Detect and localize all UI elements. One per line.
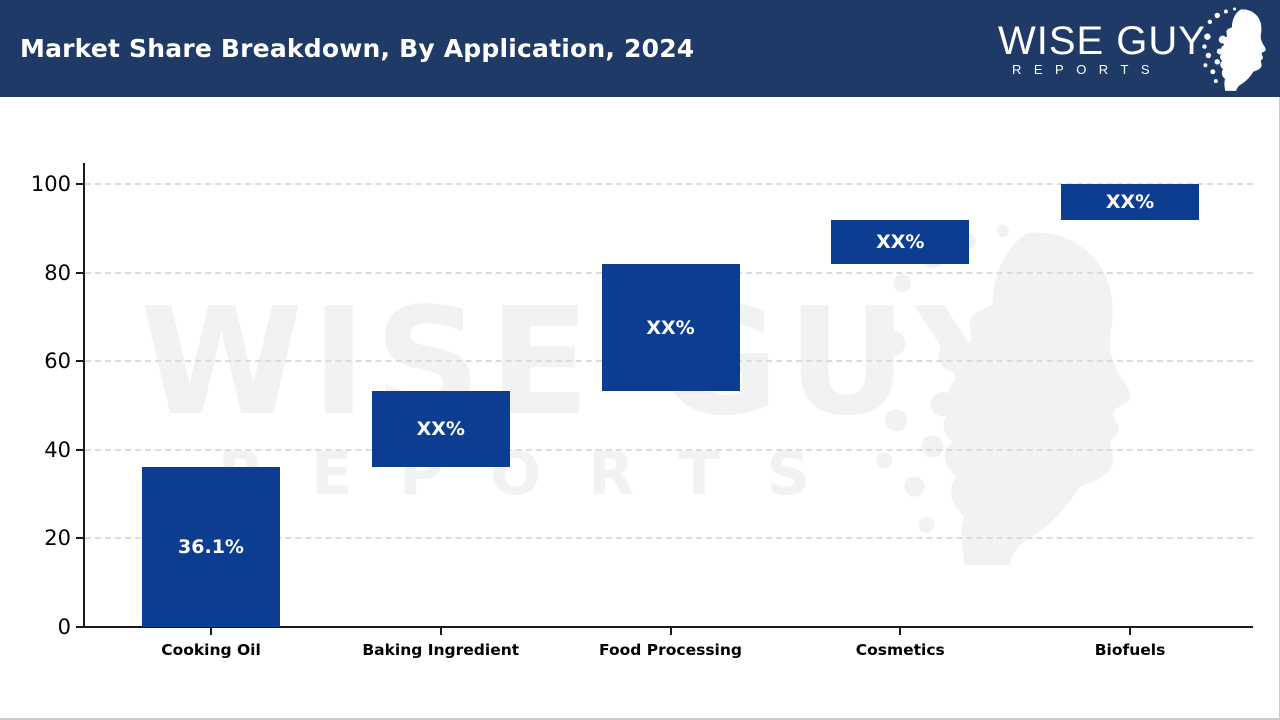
x-tick-3 [899,628,902,635]
bar-biofuels: XX% [1061,184,1199,220]
x-category-label: Food Processing [599,641,742,659]
page-title: Market Share Breakdown, By Application, … [20,34,695,63]
y-tick-label-60: 60 [44,349,71,374]
bar-food-processing: XX% [601,264,740,392]
x-category-label: Biofuels [1094,641,1166,659]
y-tick-80 [76,271,84,274]
logo-wordmark-line2: REPORTS [1011,62,1163,77]
bar-value-label: 36.1% [178,536,244,559]
bar-value-label: XX% [646,316,695,339]
y-tick-label-100: 100 [30,172,71,197]
bar-baking-ingredient: XX% [371,391,510,468]
x-category-label: Baking Ingredient [362,641,520,659]
y-tick-60 [76,360,84,363]
bar-cosmetics: XX% [831,219,970,265]
x-tick-1 [439,628,442,635]
bar-value-label: XX% [876,230,925,253]
x-category-label: Cooking Oil [161,641,261,659]
y-axis-spine [83,163,85,628]
header-bar: Market Share Breakdown, By Application, … [0,0,1280,97]
x-tick-2 [669,628,672,635]
y-tick-20 [76,537,84,540]
x-tick-0 [210,628,212,635]
logo-wordmark: WISE GUY REPORTS [998,21,1206,76]
logo-face-icon [1202,7,1266,91]
bar-cooking-oil: 36.1% [142,467,280,627]
y-tick-100 [76,183,84,186]
gridline-100 [85,183,1253,186]
bar-value-label: XX% [416,418,465,441]
logo-wordmark-line1: WISE GUY [997,19,1206,63]
x-axis-spine [83,626,1253,628]
brand-logo: WISE GUY REPORTS [998,2,1274,95]
x-category-label: Cosmetics [855,641,945,659]
gridline-40 [85,448,1253,451]
y-tick-label-0: 0 [57,615,71,639]
x-tick-4 [1129,628,1131,635]
y-tick-0 [76,626,84,628]
page-bottom-border [0,718,1280,720]
y-tick-40 [76,448,84,451]
y-tick-label-80: 80 [44,260,71,285]
gridline-20 [85,537,1253,540]
y-tick-label-40: 40 [44,437,71,462]
bar-value-label: XX% [1105,191,1155,214]
y-tick-label-20: 20 [44,526,71,551]
